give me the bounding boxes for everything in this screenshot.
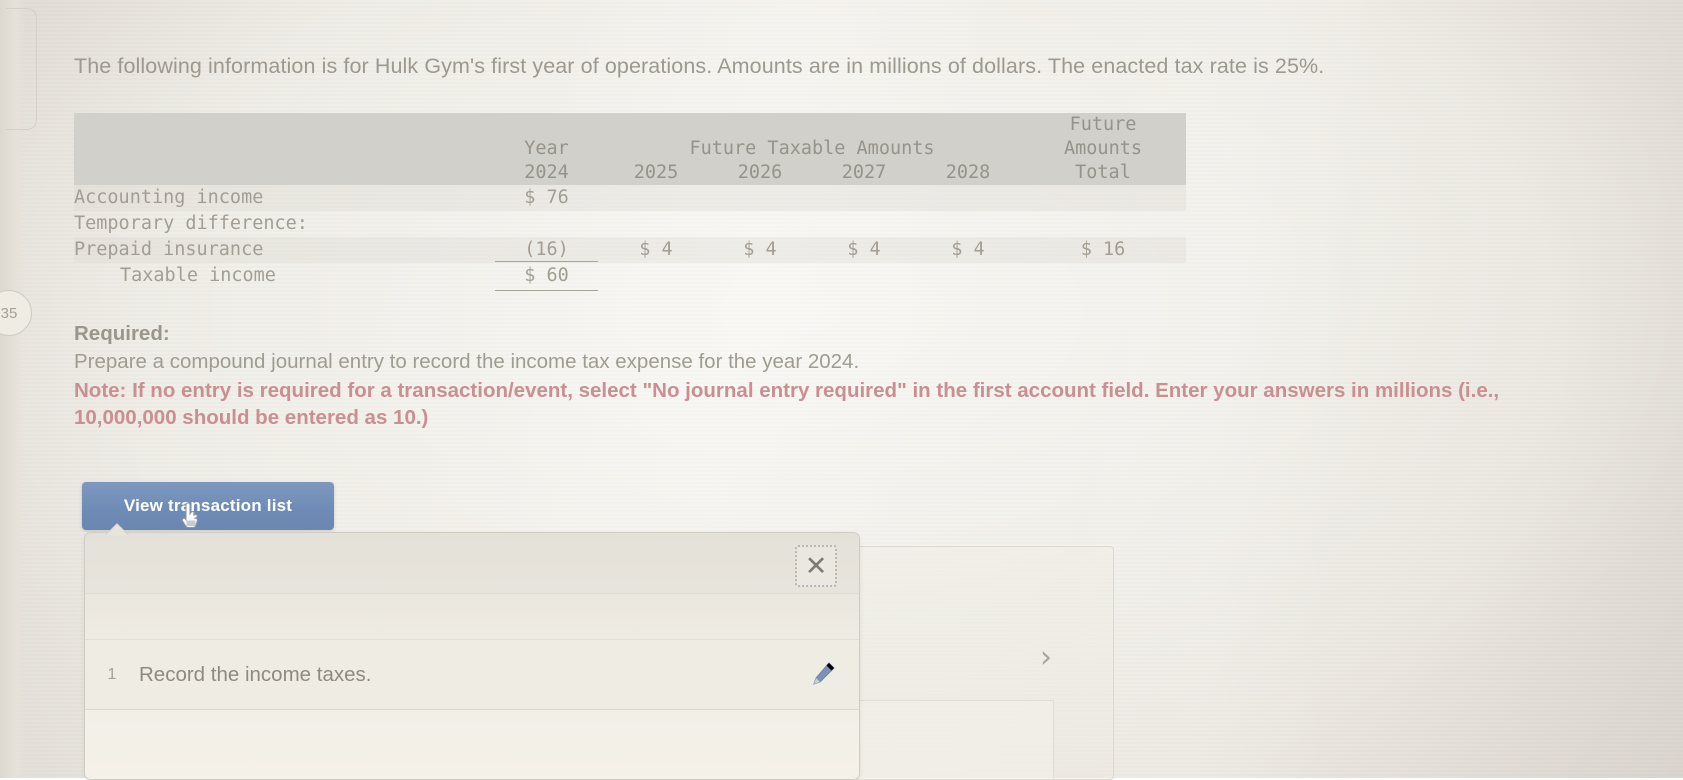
header-year-2028: 2028 (945, 162, 991, 183)
table-header-row-1: Future (74, 113, 1186, 137)
cell-accounting-income-2025 (604, 185, 708, 211)
cell-taxable-income-2028 (916, 263, 1020, 289)
header-spacer-2024 (489, 113, 604, 137)
cell-accounting-income-2027 (812, 185, 916, 211)
cell-prepaid-insurance-2026: $ 4 (708, 237, 812, 263)
future-taxable-amounts-table: Future Year Future Taxable Amounts Amoun… (74, 113, 1186, 291)
edit-pencil-icon[interactable] (789, 661, 859, 689)
cell-temp-diff-2028 (916, 211, 1020, 237)
header-total-line1: Future (1069, 114, 1137, 135)
header-blank-3 (74, 161, 489, 185)
popup-divider (85, 709, 859, 710)
cell-accounting-income-2028 (916, 185, 1020, 211)
table-row: Accounting income $ 76 (74, 185, 1186, 211)
required-section: Required: Prepare a compound journal ent… (74, 320, 1574, 431)
cell-accounting-income-total (1020, 185, 1186, 211)
left-edge-panel-corner (6, 8, 37, 130)
cell-prepaid-insurance-2028: $ 4 (916, 237, 1020, 263)
required-heading: Required: (74, 322, 170, 345)
transaction-row-number: 1 (107, 666, 117, 683)
popup-header (85, 533, 859, 594)
header-blank (74, 113, 489, 137)
popup-pointer-tail (105, 524, 129, 536)
cell-taxable-income-2027 (812, 263, 916, 289)
transaction-list-popup: ✕ 1 Record the income taxes. (84, 532, 860, 780)
page-number-badge: 35 (0, 290, 32, 336)
header-year-2025: 2025 (633, 162, 679, 183)
header-future-taxable-amounts: Future Taxable Amounts (689, 138, 935, 159)
cell-taxable-income-total (1020, 263, 1186, 289)
header-total-line3: Total (1075, 162, 1131, 183)
cell-temp-diff-2026 (708, 211, 812, 237)
header-blank-2 (74, 137, 489, 161)
cell-prepaid-insurance-2024: (16) (489, 237, 604, 263)
table-row: Taxable income $ 60 (74, 263, 1186, 291)
cell-temp-diff-2027 (812, 211, 916, 237)
row-label-taxable-income: Taxable income (120, 265, 276, 286)
cell-prepaid-insurance-2025: $ 4 (604, 237, 708, 263)
view-transaction-list-button[interactable]: View transaction list (82, 482, 334, 530)
problem-statement: The following information is for Hulk Gy… (74, 54, 1325, 78)
list-item[interactable]: 1 Record the income taxes. (85, 639, 859, 710)
background-card-secondary (856, 700, 1054, 780)
close-icon[interactable]: ✕ (795, 545, 837, 587)
header-year-label: Year (524, 138, 569, 159)
required-note: Note: If no entry is required for a tran… (74, 379, 1500, 429)
table-header-row-2: Year Future Taxable Amounts Amounts (74, 137, 1186, 161)
cell-taxable-income-2025 (604, 263, 708, 289)
cell-temp-diff-total (1020, 211, 1186, 237)
cell-taxable-income-2024: $ 60 (489, 263, 604, 291)
row-label-accounting-income: Accounting income (74, 185, 489, 211)
header-year-2024: 2024 (524, 162, 569, 183)
table-row: Prepaid insurance (16) $ 4 $ 4 $ 4 $ 4 $… (74, 237, 1186, 263)
row-label-temporary-difference: Temporary difference: (74, 213, 308, 234)
cell-prepaid-insurance-total: $ 16 (1020, 237, 1186, 263)
row-label-prepaid-insurance: Prepaid insurance (74, 237, 489, 263)
header-year-2026: 2026 (737, 162, 783, 183)
cell-taxable-income-2026 (708, 263, 812, 289)
transaction-row-text: Record the income taxes. (139, 663, 372, 686)
cell-temp-diff-2024 (489, 211, 604, 237)
cell-accounting-income-2024: $ 76 (489, 185, 604, 211)
table-header-row-3: 2024 2025 2026 2027 2028 Total (74, 161, 1186, 185)
header-total-line2: Amounts (1064, 138, 1142, 159)
view-transaction-list-label: View transaction list (123, 496, 293, 515)
popup-body (85, 710, 859, 779)
cell-prepaid-insurance-2027: $ 4 (812, 237, 916, 263)
cell-accounting-income-2026 (708, 185, 812, 211)
table-row: Temporary difference: (74, 211, 1186, 237)
header-spacer-future (604, 113, 1020, 137)
cell-temp-diff-2025 (604, 211, 708, 237)
header-year-2027: 2027 (841, 162, 887, 183)
next-chevron-icon[interactable]: › (1040, 640, 1052, 675)
required-instruction: Prepare a compound journal entry to reco… (74, 350, 860, 373)
